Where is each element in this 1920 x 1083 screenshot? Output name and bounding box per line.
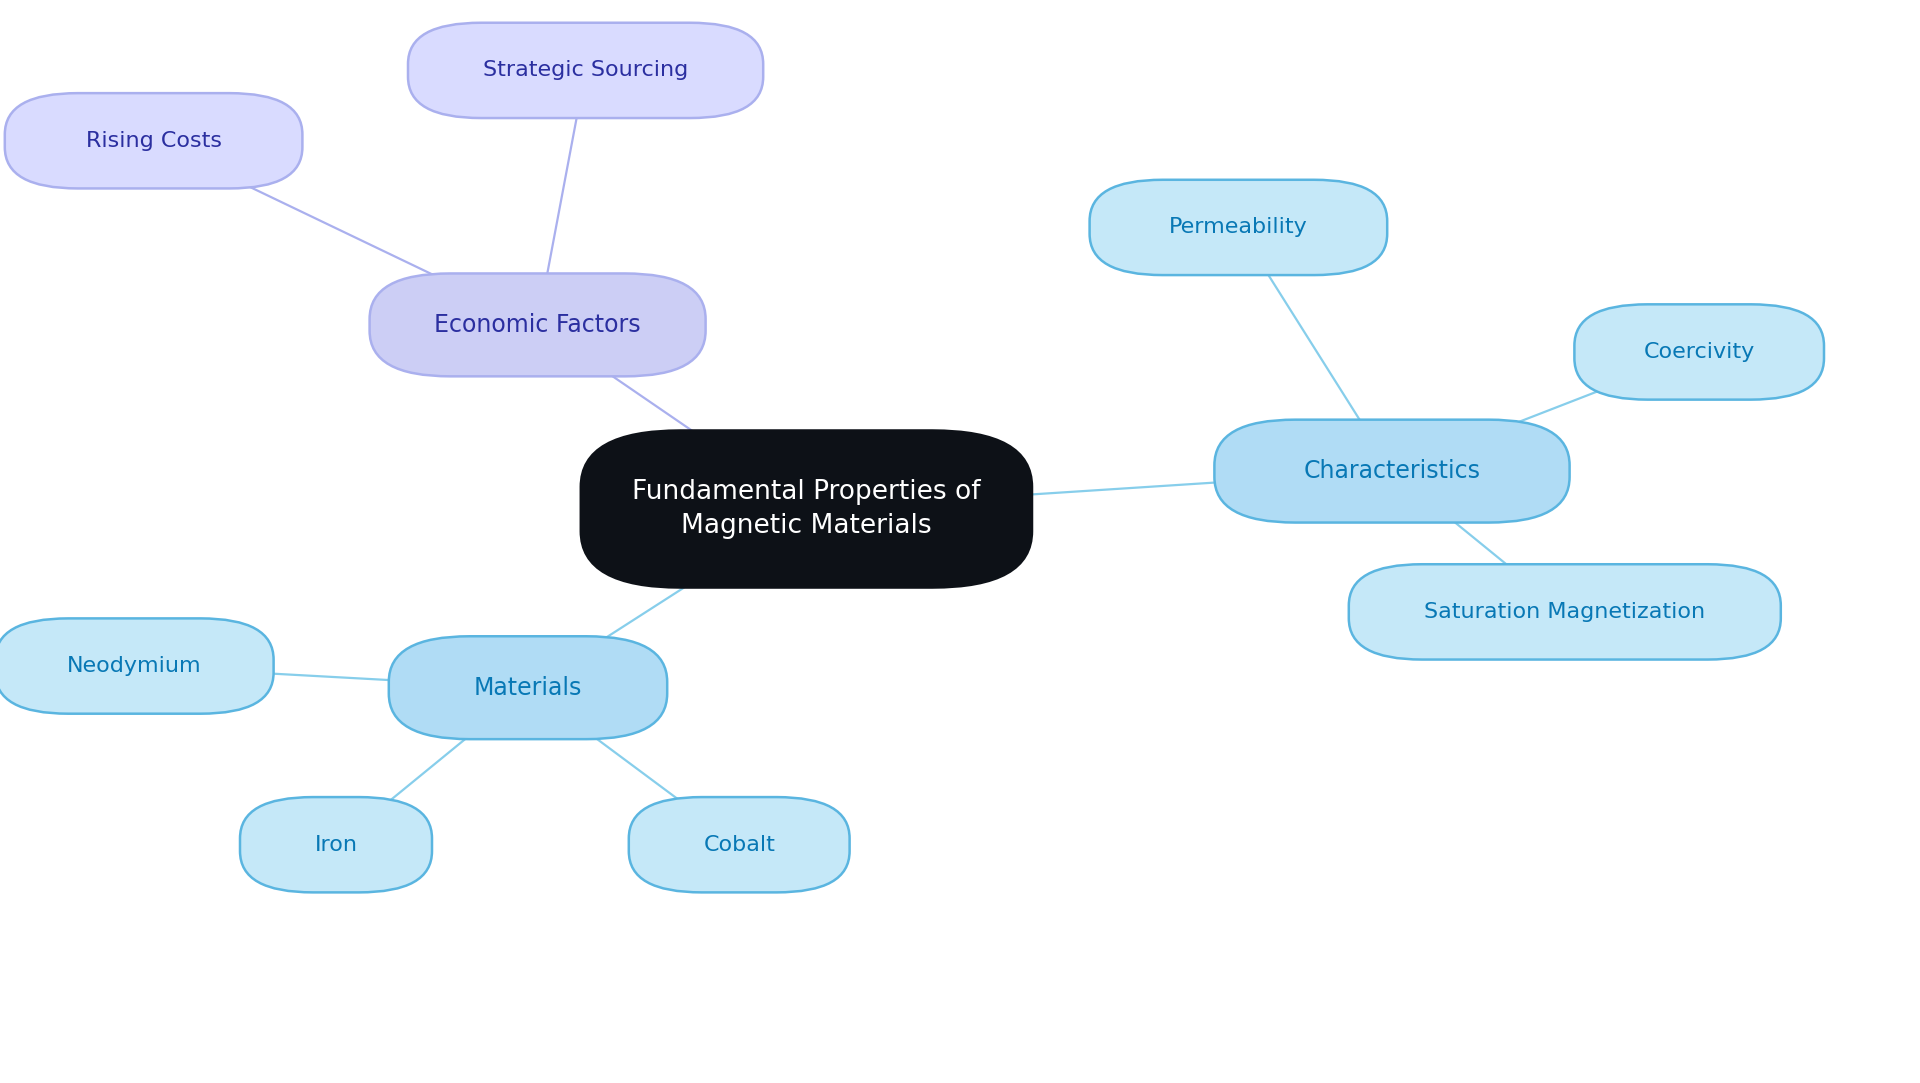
FancyBboxPatch shape	[388, 637, 668, 739]
FancyBboxPatch shape	[1574, 304, 1824, 400]
FancyBboxPatch shape	[407, 23, 762, 118]
Text: Characteristics: Characteristics	[1304, 459, 1480, 483]
FancyBboxPatch shape	[1089, 180, 1386, 275]
FancyBboxPatch shape	[630, 797, 849, 892]
Text: Fundamental Properties of
Magnetic Materials: Fundamental Properties of Magnetic Mater…	[632, 479, 981, 539]
FancyBboxPatch shape	[580, 430, 1033, 587]
FancyBboxPatch shape	[1213, 420, 1569, 523]
Text: Rising Costs: Rising Costs	[86, 131, 221, 151]
Text: Cobalt: Cobalt	[703, 835, 776, 854]
FancyBboxPatch shape	[240, 797, 432, 892]
Text: Saturation Magnetization: Saturation Magnetization	[1425, 602, 1705, 622]
Text: Coercivity: Coercivity	[1644, 342, 1755, 362]
FancyBboxPatch shape	[1348, 564, 1780, 660]
FancyBboxPatch shape	[371, 274, 707, 377]
Text: Neodymium: Neodymium	[67, 656, 202, 676]
FancyBboxPatch shape	[0, 618, 275, 714]
FancyBboxPatch shape	[6, 93, 301, 188]
Text: Permeability: Permeability	[1169, 218, 1308, 237]
Text: Iron: Iron	[315, 835, 357, 854]
Text: Materials: Materials	[474, 676, 582, 700]
Text: Economic Factors: Economic Factors	[434, 313, 641, 337]
Text: Strategic Sourcing: Strategic Sourcing	[484, 61, 687, 80]
